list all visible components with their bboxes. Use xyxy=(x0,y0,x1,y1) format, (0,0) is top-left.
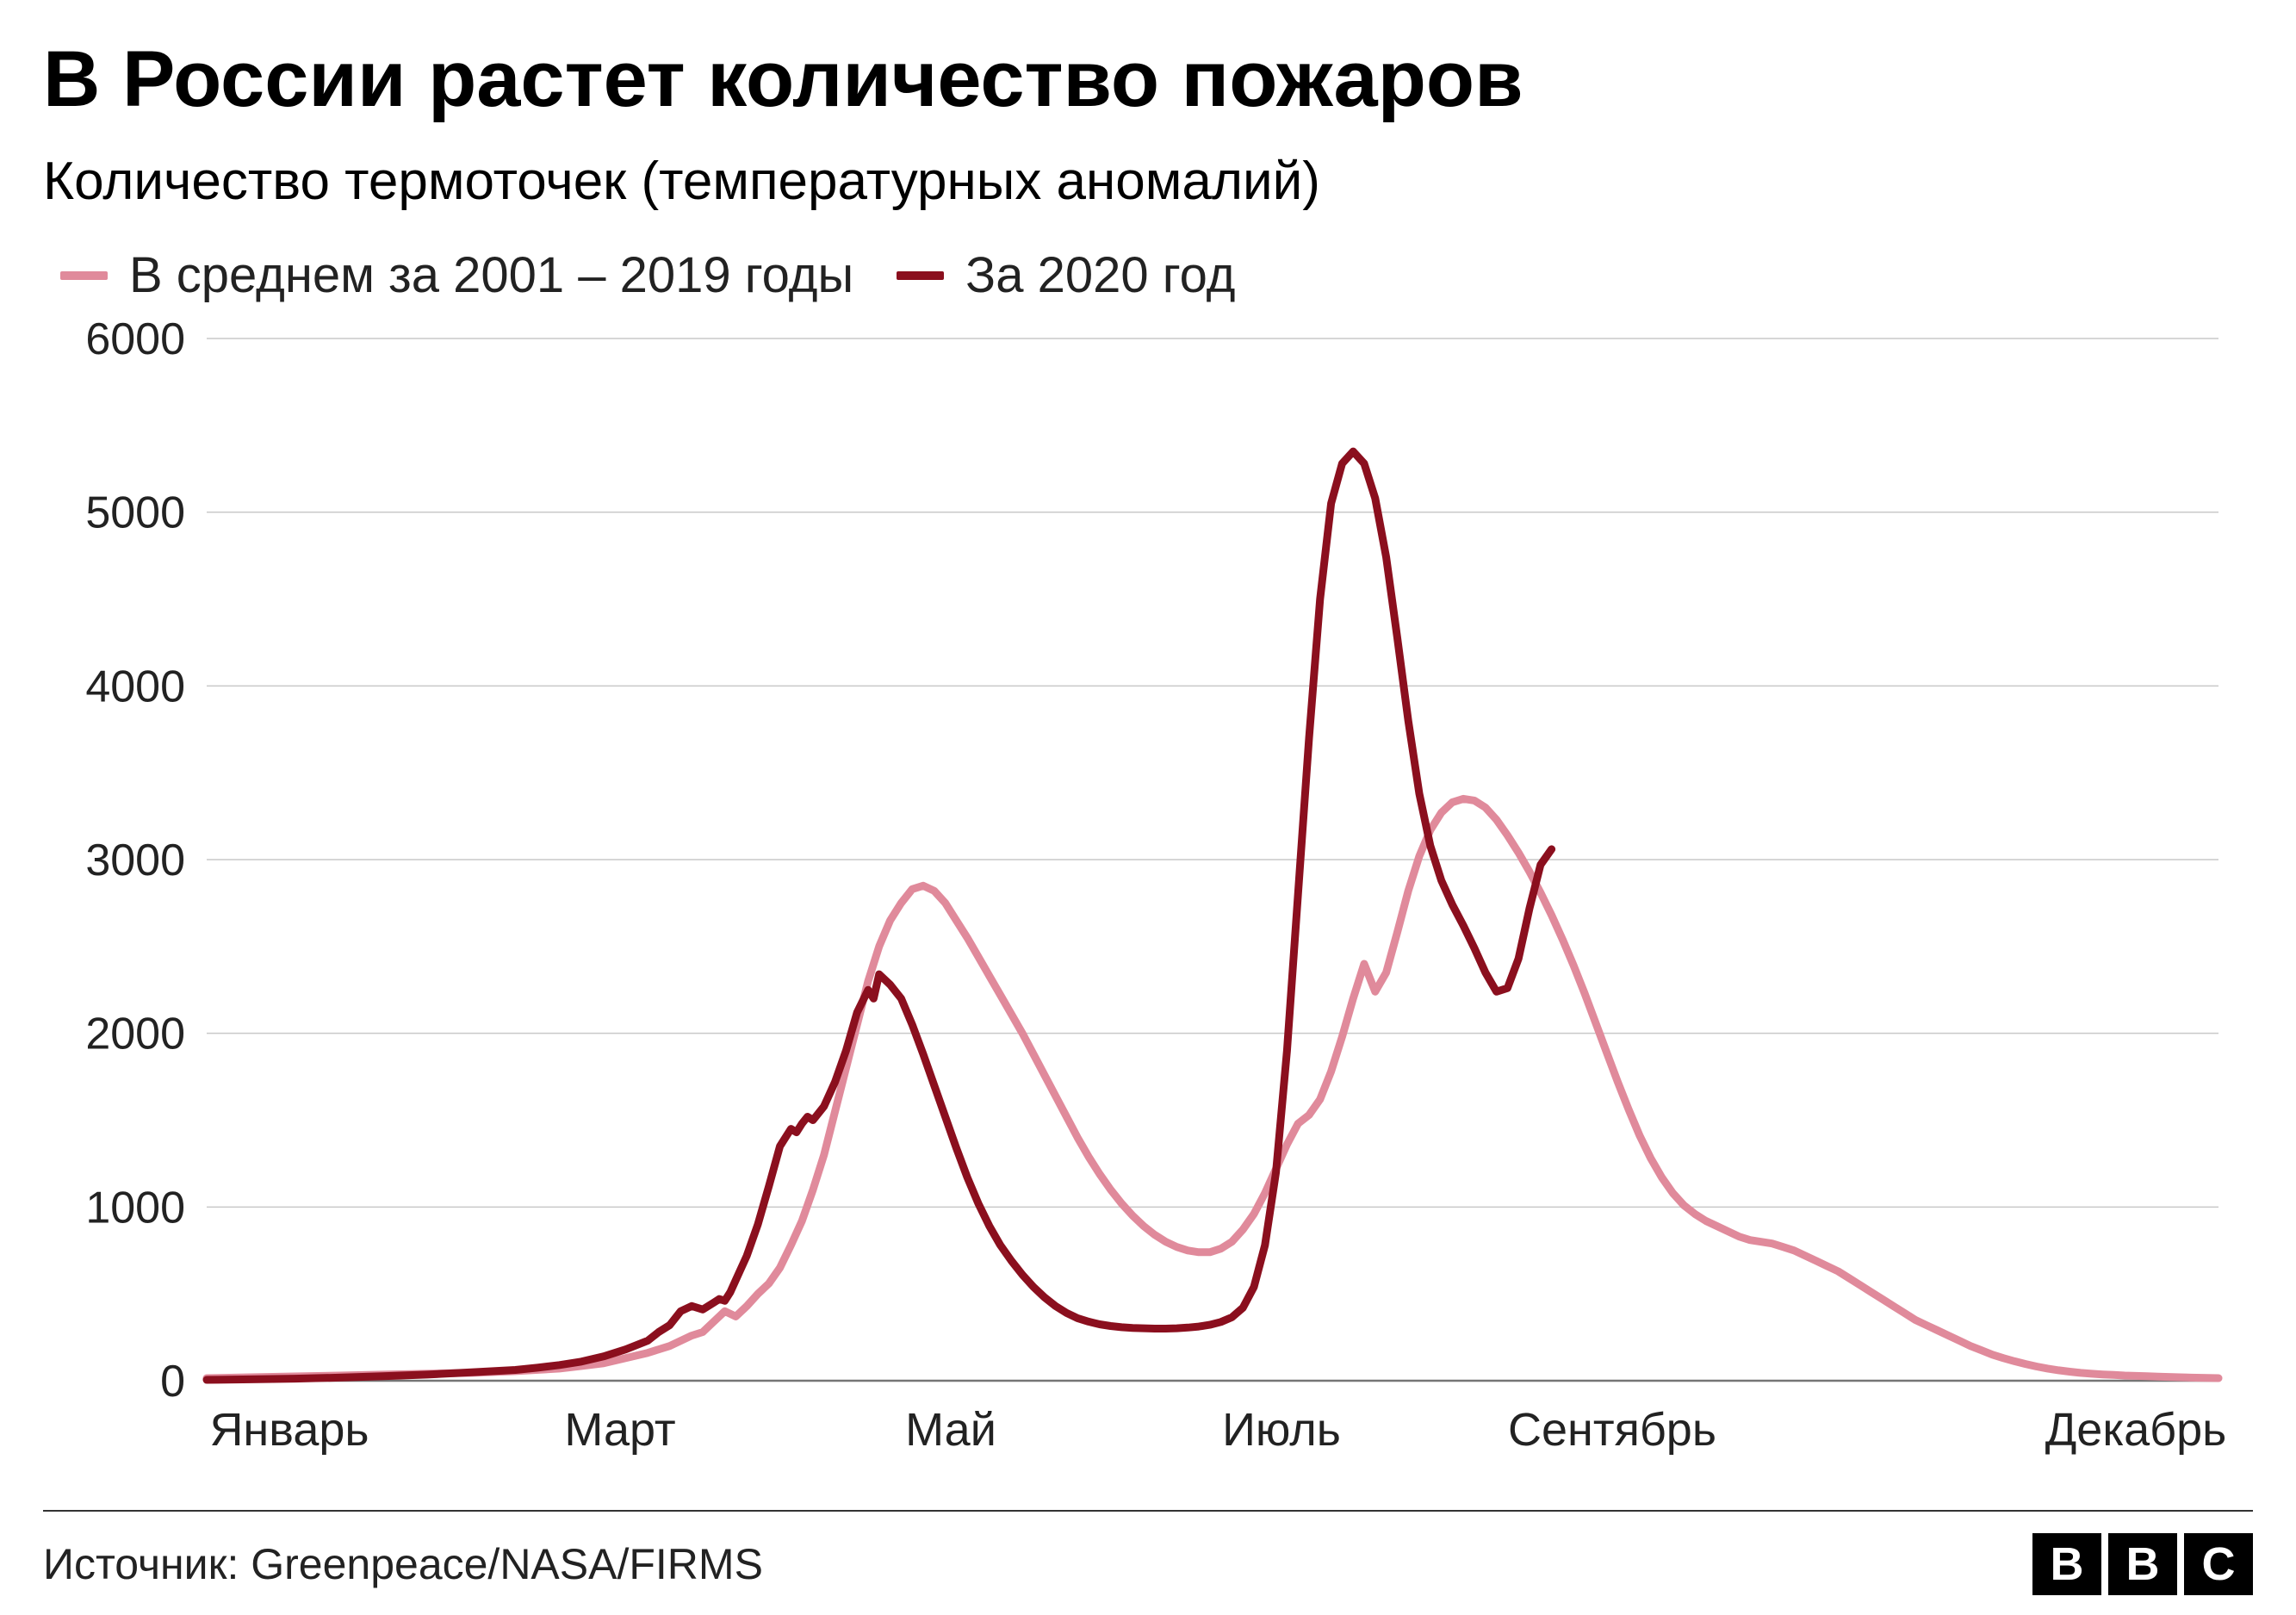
svg-text:Сентябрь: Сентябрь xyxy=(1508,1404,1716,1456)
svg-text:3000: 3000 xyxy=(85,835,185,885)
chart-title: В России растет количество пожаров xyxy=(43,34,2253,125)
bbc-logo-letter: B xyxy=(2108,1533,2177,1595)
svg-text:0: 0 xyxy=(160,1357,185,1407)
chart-plot-area: 0 1000 2000 3000 4000 5000 6000 Январь Март Май Ию… xyxy=(43,321,2253,1484)
svg-text:Март: Март xyxy=(564,1404,675,1456)
svg-text:5000: 5000 xyxy=(85,488,185,538)
svg-text:4000: 4000 xyxy=(85,662,185,711)
bbc-logo-letter: B xyxy=(2032,1533,2101,1595)
source-text: Источник: Greenpeace/NASA/FIRMS xyxy=(43,1539,763,1589)
legend-swatch-2020 xyxy=(897,271,944,280)
bbc-logo-letter: C xyxy=(2184,1533,2253,1595)
svg-text:1000: 1000 xyxy=(85,1183,185,1233)
legend-swatch-avg xyxy=(60,271,108,280)
legend-item-avg: В среднем за 2001 – 2019 годы xyxy=(60,246,853,304)
bbc-logo: B B C xyxy=(2032,1533,2253,1595)
chart-svg: 0 1000 2000 3000 4000 5000 6000 Январь Март Май Ию… xyxy=(43,321,2253,1484)
legend-label-avg: В среднем за 2001 – 2019 годы xyxy=(129,246,853,304)
svg-text:6000: 6000 xyxy=(85,321,185,364)
chart-footer: Источник: Greenpeace/NASA/FIRMS B B C xyxy=(43,1510,2253,1595)
svg-text:2000: 2000 xyxy=(85,1009,185,1059)
svg-text:Январь: Январь xyxy=(209,1404,369,1456)
svg-text:Декабрь: Декабрь xyxy=(2045,1404,2227,1456)
chart-subtitle: Количество термоточек (температурных ано… xyxy=(43,151,2253,212)
legend-item-2020: За 2020 год xyxy=(897,246,1235,304)
legend-label-2020: За 2020 год xyxy=(965,246,1235,304)
chart-legend: В среднем за 2001 – 2019 годы За 2020 го… xyxy=(43,246,2253,304)
svg-text:Май: Май xyxy=(905,1404,996,1456)
svg-text:Июль: Июль xyxy=(1222,1404,1341,1456)
